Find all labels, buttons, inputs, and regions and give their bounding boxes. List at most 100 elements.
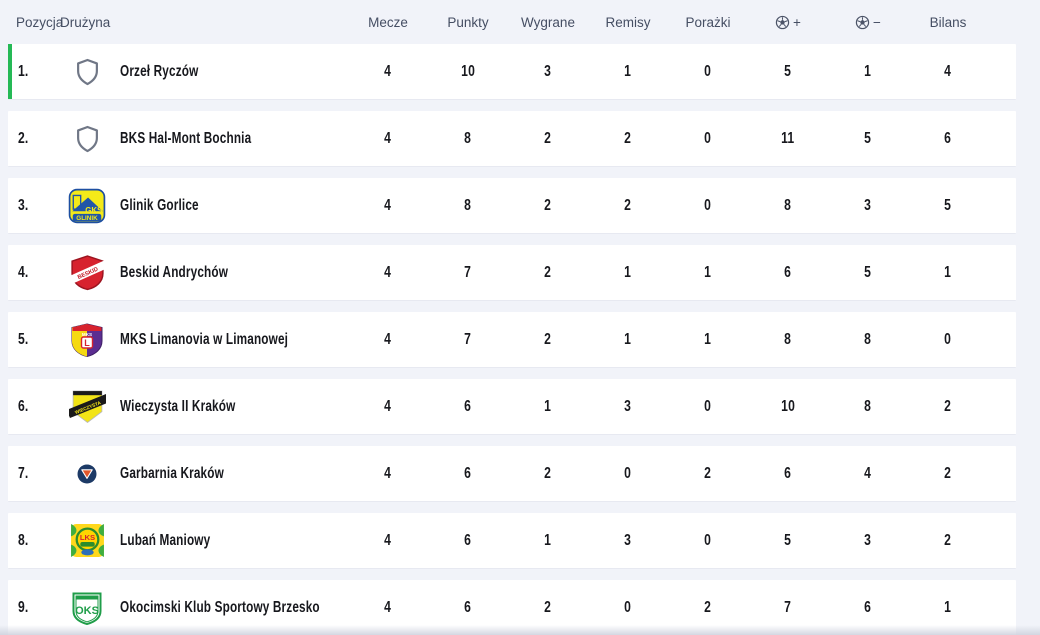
team-cell[interactable]: GKS GLINIK Glinik Gorlice (60, 186, 348, 226)
stat-punkty: 6 (464, 397, 472, 415)
stat-porazki: 1 (704, 330, 712, 348)
stat-bilans: 5 (944, 196, 952, 214)
team-name: BKS Hal-Mont Bochnia (120, 129, 252, 147)
stat-goals-against: 3 (864, 531, 872, 549)
luban-team-logo-icon: LKS (68, 521, 106, 561)
table-row[interactable]: 8. LKS Lubań Maniowy 4 6 1 3 0 5 3 2 (8, 513, 1016, 569)
table-row[interactable]: 6. WIECZYSTA Wieczysta II Kraków 4 6 1 3 0 10 8 2 (8, 379, 1016, 435)
stat-mecze: 4 (384, 263, 392, 281)
stat-porazki: 0 (704, 62, 712, 80)
team-name: Glinik Gorlice (120, 196, 199, 214)
table-row[interactable]: 2. BKS Hal-Mont Bochnia 4 8 2 2 0 11 5 6 (8, 111, 1016, 167)
stat-goals-against: 5 (864, 129, 872, 147)
team-name: Okocimski Klub Sportowy Brzesko (120, 598, 320, 616)
stat-remisy: 2 (624, 196, 632, 214)
stat-punkty: 6 (464, 464, 472, 482)
svg-text:L: L (84, 337, 90, 347)
team-cell[interactable]: Garbarnia Kraków (60, 454, 348, 494)
stat-bilans: 4 (944, 62, 952, 80)
table-body: 1. Orzeł Ryczów 4 10 3 1 0 5 1 4 2. BKS Hal-Mont Bo… (0, 44, 1040, 635)
stat-goals-against: 3 (864, 196, 872, 214)
stat-remisy: 3 (624, 397, 632, 415)
stat-goals-against: 4 (864, 464, 872, 482)
position-label: 2. (18, 129, 29, 147)
stat-mecze: 4 (384, 531, 392, 549)
column-header-druzyna: Drużyna (60, 14, 111, 30)
team-cell[interactable]: LKS Lubań Maniowy (60, 521, 348, 561)
position-label: 6. (18, 397, 29, 415)
stat-bilans: 1 (944, 598, 952, 616)
team-cell[interactable]: Orzeł Ryczów (60, 52, 348, 92)
stat-punkty: 10 (461, 62, 475, 80)
column-header-wygrane: Wygrane (521, 14, 575, 30)
stat-goals-for: 8 (784, 330, 792, 348)
stat-porazki: 0 (704, 196, 712, 214)
table-row[interactable]: 5. MKS L MKS Limanovia w Limanowej 4 7 2 1 1 8 8 0 (8, 312, 1016, 368)
beskid-team-logo-icon: BESKID (68, 253, 106, 293)
stat-goals-against: 8 (864, 397, 872, 415)
stat-goals-against: 6 (864, 598, 872, 616)
stat-mecze: 4 (384, 196, 392, 214)
stat-punkty: 6 (464, 598, 472, 616)
column-header-goals-against: − (828, 15, 908, 30)
stat-bilans: 2 (944, 397, 952, 415)
table-row[interactable]: 4. BESKID Beskid Andrychów 4 7 2 1 1 6 5 1 (8, 245, 1016, 301)
stat-goals-for: 11 (781, 129, 795, 147)
svg-text:GKS: GKS (85, 205, 102, 214)
position-label: 7. (18, 464, 29, 482)
stat-goals-for: 5 (784, 531, 792, 549)
stat-remisy: 0 (624, 598, 632, 616)
stat-wygrane: 2 (544, 196, 552, 214)
svg-text:OKS: OKS (75, 605, 99, 617)
position-label: 9. (18, 598, 29, 616)
team-cell[interactable]: BESKID Beskid Andrychów (60, 253, 348, 293)
stat-wygrane: 1 (544, 397, 552, 415)
svg-text:MKS: MKS (82, 331, 92, 336)
svg-text:GLINIK: GLINIK (76, 215, 98, 222)
team-name: Orzeł Ryczów (120, 62, 199, 80)
column-header-goals-for: + (748, 15, 828, 30)
table-row[interactable]: 7. Garbarnia Kraków 4 6 2 0 2 6 4 2 (8, 446, 1016, 502)
team-cell[interactable]: MKS L MKS Limanovia w Limanowej (60, 320, 348, 360)
stat-remisy: 1 (624, 330, 632, 348)
stat-porazki: 2 (704, 464, 712, 482)
team-cell[interactable]: WIECZYSTA Wieczysta II Kraków (60, 387, 348, 427)
stat-mecze: 4 (384, 397, 392, 415)
table-row[interactable]: 1. Orzeł Ryczów 4 10 3 1 0 5 1 4 (8, 44, 1016, 100)
svg-text:LKS: LKS (79, 533, 94, 542)
stat-wygrane: 2 (544, 598, 552, 616)
oks-team-logo-icon: OKS (68, 588, 106, 628)
stat-porazki: 0 (704, 531, 712, 549)
stat-porazki: 0 (704, 129, 712, 147)
stat-mecze: 4 (384, 62, 392, 80)
team-cell[interactable]: BKS Hal-Mont Bochnia (60, 119, 348, 159)
column-header-pozycja: Pozycja (16, 14, 64, 30)
table-row[interactable]: 9. OKS Okocimski Klub Sportowy Brzesko 4 6 2 0… (8, 580, 1016, 635)
soccer-ball-icon (855, 15, 870, 30)
stat-goals-for: 5 (784, 62, 792, 80)
table-row[interactable]: 3. GKS GLINIK Glinik Gorlice 4 8 2 2 0 8 3 5 (8, 178, 1016, 234)
stat-goals-against: 8 (864, 330, 872, 348)
team-cell[interactable]: OKS Okocimski Klub Sportowy Brzesko (60, 588, 348, 628)
stat-goals-for: 6 (784, 263, 792, 281)
stat-bilans: 0 (944, 330, 952, 348)
stat-wygrane: 3 (544, 62, 552, 80)
stat-punkty: 8 (464, 196, 472, 214)
stat-mecze: 4 (384, 464, 392, 482)
stat-porazki: 0 (704, 397, 712, 415)
stat-remisy: 1 (624, 62, 632, 80)
column-header-punkty: Punkty (447, 14, 489, 30)
stat-goals-for: 8 (784, 196, 792, 214)
stat-mecze: 4 (384, 129, 392, 147)
glinik-team-logo-icon: GKS GLINIK (68, 186, 106, 226)
stat-punkty: 7 (464, 263, 472, 281)
stat-porazki: 2 (704, 598, 712, 616)
column-header-mecze: Mecze (368, 14, 408, 30)
team-name: Wieczysta II Kraków (120, 397, 236, 415)
stat-mecze: 4 (384, 330, 392, 348)
stat-remisy: 1 (624, 263, 632, 281)
stat-wygrane: 1 (544, 531, 552, 549)
stat-bilans: 2 (944, 464, 952, 482)
stat-goals-against: 5 (864, 263, 872, 281)
column-header-remisy: Remisy (605, 14, 651, 30)
